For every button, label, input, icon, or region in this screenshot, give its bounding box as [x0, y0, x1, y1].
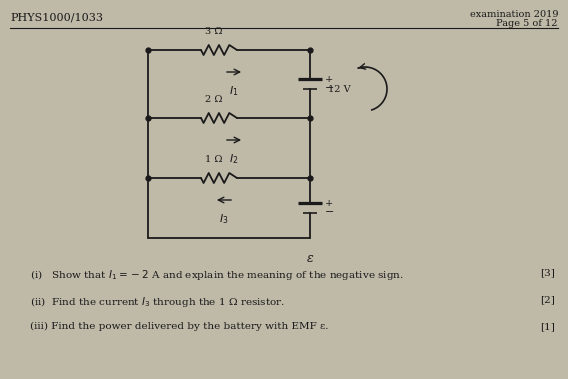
Text: [1]: [1]: [540, 322, 555, 331]
Text: −: −: [325, 207, 335, 217]
Text: 3 Ω: 3 Ω: [205, 27, 223, 36]
Text: $I_3$: $I_3$: [219, 212, 229, 226]
Text: +: +: [325, 75, 333, 85]
Text: [3]: [3]: [540, 268, 555, 277]
Text: (iii) Find the power delivered by the battery with EMF ε.: (iii) Find the power delivered by the ba…: [30, 322, 328, 331]
Text: 12 V: 12 V: [328, 85, 350, 94]
Text: −: −: [325, 83, 335, 93]
Text: 2 Ω: 2 Ω: [205, 95, 223, 104]
Text: ε: ε: [307, 252, 314, 265]
Text: (i)   Show that $I_1 = -2$ A and explain the meaning of the negative sign.: (i) Show that $I_1 = -2$ A and explain t…: [30, 268, 404, 282]
Text: 1 Ω: 1 Ω: [205, 155, 223, 164]
Text: (ii)  Find the current $I_3$ through the 1 Ω resistor.: (ii) Find the current $I_3$ through the …: [30, 295, 285, 309]
Text: [2]: [2]: [540, 295, 555, 304]
Text: PHYS1000/1033: PHYS1000/1033: [10, 12, 103, 22]
Text: $I_2$: $I_2$: [229, 152, 239, 166]
Text: Page 5 of 12: Page 5 of 12: [496, 19, 558, 28]
Text: +: +: [325, 199, 333, 208]
Text: $I_1$: $I_1$: [229, 84, 239, 98]
Text: examination 2019: examination 2019: [470, 10, 558, 19]
